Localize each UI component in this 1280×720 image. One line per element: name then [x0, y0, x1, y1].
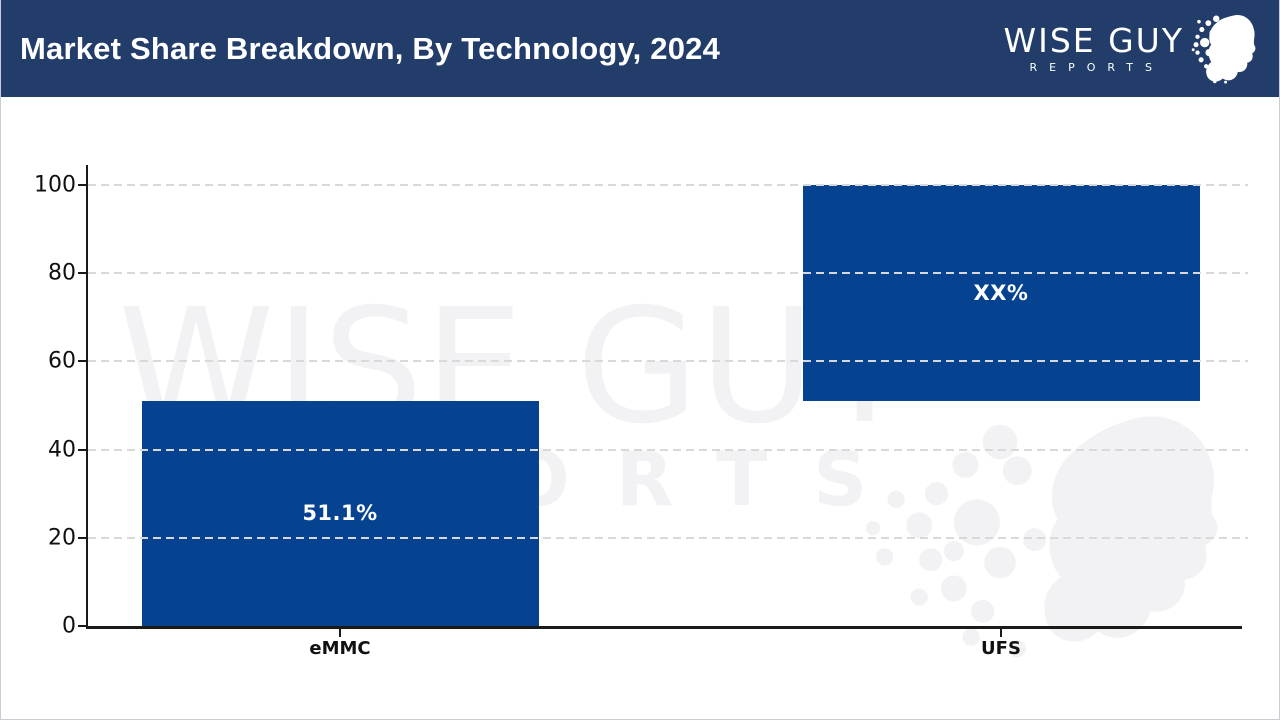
chart-header: Market Share Breakdown, By Technology, 2…: [0, 0, 1280, 97]
y-axis-tick-label: 100: [34, 172, 76, 198]
y-axis-tick: [78, 184, 86, 186]
gridline-40: [88, 448, 1248, 451]
y-axis-tick-label: 60: [48, 348, 76, 374]
y-axis-tick: [78, 360, 86, 363]
x-axis-tick: [1000, 629, 1002, 637]
y-axis-tick-label: 40: [48, 437, 76, 463]
x-axis-category-label: UFS: [981, 638, 1021, 659]
y-axis-tick: [78, 625, 86, 627]
bar-value-label: 51.1%: [302, 501, 378, 526]
logo-text: WISE GUY REPORTS: [1003, 24, 1184, 73]
gridline-80: [88, 272, 1248, 275]
bar-emmc: 51.1%: [141, 400, 539, 626]
gridline-60: [88, 360, 1248, 363]
x-axis-tick: [339, 629, 341, 637]
watermark-face-icon: [865, 416, 1218, 658]
y-axis-tick: [78, 272, 86, 275]
y-axis-tick: [78, 536, 86, 539]
y-axis-tick-label: 20: [48, 525, 76, 551]
y-axis-tick-label: 0: [62, 613, 76, 639]
page-title: Market Share Breakdown, By Technology, 2…: [20, 30, 721, 66]
wise-guy-reports-logo: WISE GUY REPORTS: [1003, 10, 1258, 88]
y-axis-line: [86, 165, 88, 629]
x-axis-line: [86, 626, 1242, 629]
y-axis-tick: [78, 448, 86, 451]
bar-value-label: XX%: [973, 280, 1029, 305]
logo-face-icon: [1191, 14, 1256, 84]
bar-ufs: XX%: [802, 185, 1200, 401]
logo-wise-guy-text: WISE GUY: [1003, 21, 1184, 60]
x-axis-category-label: eMMC: [309, 638, 371, 659]
logo-reports-text: REPORTS: [1029, 61, 1164, 74]
gridline-20: [88, 536, 1248, 539]
gridline-100: [88, 184, 1248, 186]
y-axis-tick-label: 80: [48, 260, 76, 286]
